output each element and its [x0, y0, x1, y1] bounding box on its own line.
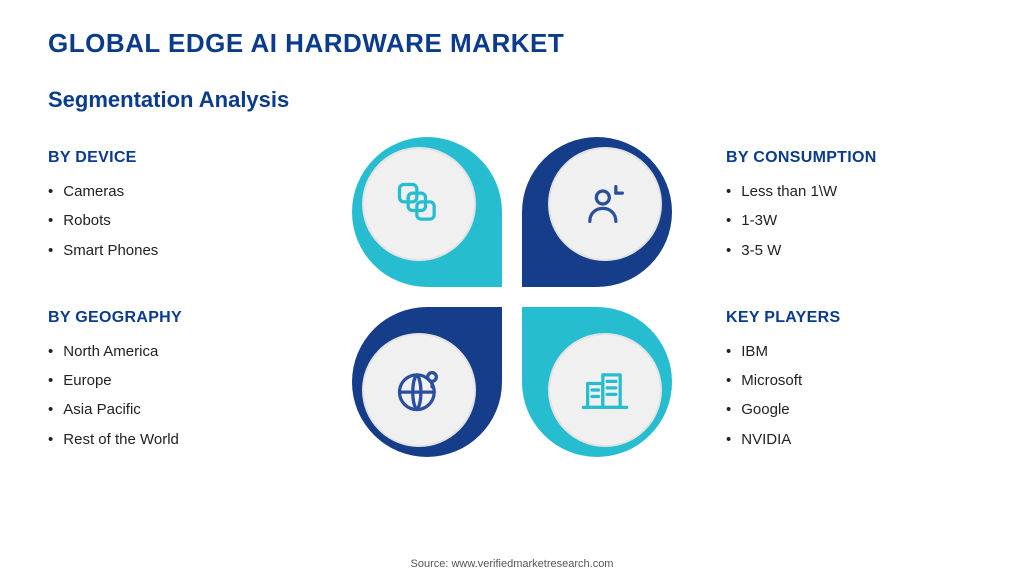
- globe-icon: [393, 364, 445, 416]
- right-column: BY CONSUMPTION Less than 1\W 1-3W 3-5 W …: [726, 131, 976, 454]
- segment-geography: BY GEOGRAPHY North America Europe Asia P…: [48, 309, 298, 454]
- segment-list: Less than 1\W 1-3W 3-5 W: [726, 177, 976, 265]
- petal-diagram: [352, 137, 672, 457]
- segment-list: North America Europe Asia Pacific Rest o…: [48, 337, 298, 454]
- content-row: BY DEVICE Cameras Robots Smart Phones BY…: [48, 131, 976, 457]
- list-item: North America: [48, 337, 298, 366]
- segment-consumption: BY CONSUMPTION Less than 1\W 1-3W 3-5 W: [726, 149, 976, 265]
- segment-list: Cameras Robots Smart Phones: [48, 177, 298, 265]
- building-icon: [579, 364, 631, 416]
- person-icon: [579, 178, 631, 230]
- petal-device: [352, 137, 502, 287]
- segment-keyplayers: KEY PLAYERS IBM Microsoft Google NVIDIA: [726, 309, 976, 454]
- segment-title: BY GEOGRAPHY: [48, 309, 298, 327]
- page-subtitle: Segmentation Analysis: [48, 87, 976, 113]
- petal-inner: [362, 333, 476, 447]
- list-item: Cameras: [48, 177, 298, 206]
- segment-device: BY DEVICE Cameras Robots Smart Phones: [48, 149, 298, 265]
- petal-keyplayers: [522, 307, 672, 457]
- list-item: Smart Phones: [48, 236, 298, 265]
- list-item: Microsoft: [726, 366, 976, 395]
- petal-inner: [548, 147, 662, 261]
- segment-title: BY CONSUMPTION: [726, 149, 976, 167]
- list-item: Rest of the World: [48, 425, 298, 454]
- list-item: Robots: [48, 206, 298, 235]
- petal-inner: [362, 147, 476, 261]
- segment-title: KEY PLAYERS: [726, 309, 976, 327]
- list-item: 1-3W: [726, 206, 976, 235]
- left-column: BY DEVICE Cameras Robots Smart Phones BY…: [48, 131, 298, 454]
- petal-geography: [352, 307, 502, 457]
- petal-consumption: [522, 137, 672, 287]
- petal-inner: [548, 333, 662, 447]
- source-text: Source: www.verifiedmarketresearch.com: [411, 558, 614, 570]
- list-item: IBM: [726, 337, 976, 366]
- list-item: Asia Pacific: [48, 395, 298, 424]
- segment-title: BY DEVICE: [48, 149, 298, 167]
- page-title: GLOBAL EDGE AI HARDWARE MARKET: [48, 28, 976, 59]
- list-item: NVIDIA: [726, 425, 976, 454]
- list-item: Less than 1\W: [726, 177, 976, 206]
- devices-icon: [393, 178, 445, 230]
- list-item: 3-5 W: [726, 236, 976, 265]
- list-item: Europe: [48, 366, 298, 395]
- segment-list: IBM Microsoft Google NVIDIA: [726, 337, 976, 454]
- list-item: Google: [726, 395, 976, 424]
